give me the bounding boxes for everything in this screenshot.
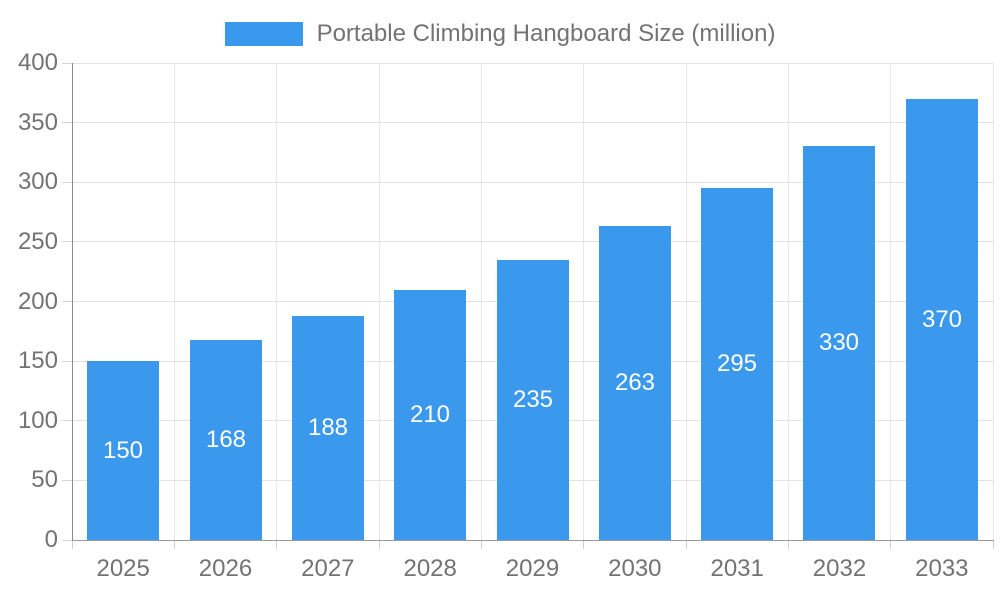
y-axis-tick xyxy=(62,360,72,362)
y-axis-tick xyxy=(62,420,72,422)
y-axis-tick xyxy=(62,122,72,124)
bar-value-label: 370 xyxy=(921,305,963,333)
grid-line-vertical xyxy=(276,63,278,540)
x-axis-tick xyxy=(276,541,278,549)
x-axis-tick-label: 2027 xyxy=(301,555,355,582)
y-axis-tick-label: 100 xyxy=(17,406,58,434)
y-axis-tick xyxy=(62,479,72,481)
bar[interactable]: 330 xyxy=(803,146,875,540)
y-axis-tick xyxy=(62,539,72,541)
x-axis-tick xyxy=(787,541,789,549)
bar-value-label: 295 xyxy=(716,350,758,377)
y-axis-tick-label: 400 xyxy=(17,49,58,76)
bar[interactable]: 235 xyxy=(497,260,569,540)
bar-value-label: 210 xyxy=(409,401,451,428)
x-axis-tick xyxy=(992,541,994,549)
plot-area: 150 168 188 210 235 263 295 330 370 xyxy=(72,62,994,540)
grid-line-horizontal xyxy=(72,122,993,124)
bar-value-label: 263 xyxy=(614,369,656,396)
bar[interactable]: 150 xyxy=(87,361,159,540)
bar-value-label: 330 xyxy=(818,329,860,356)
y-axis-tick-label: 50 xyxy=(31,466,58,494)
y-axis-tick xyxy=(62,301,72,302)
bar[interactable]: 188 xyxy=(292,316,364,540)
x-axis-tick xyxy=(890,541,892,549)
x-axis-tick-label: 2025 xyxy=(96,555,150,582)
bar[interactable]: 168 xyxy=(190,340,262,540)
grid-line-horizontal xyxy=(72,62,993,64)
legend-swatch xyxy=(224,22,303,46)
x-axis-line xyxy=(64,540,994,541)
y-axis-tick-label: 250 xyxy=(17,227,58,255)
y-axis-tick-label: 200 xyxy=(17,287,58,315)
x-axis-tick-label: 2030 xyxy=(608,555,662,582)
grid-line-vertical xyxy=(992,63,994,540)
legend-item[interactable]: Portable Climbing Hangboard Size (millio… xyxy=(0,18,1000,50)
grid-line-horizontal xyxy=(72,241,993,243)
y-axis-tick xyxy=(62,241,72,243)
grid-line-vertical xyxy=(583,63,585,540)
bar[interactable]: 295 xyxy=(701,188,773,540)
bar-value-label: 188 xyxy=(307,414,349,441)
x-axis-tick xyxy=(173,541,175,549)
bar[interactable]: 370 xyxy=(906,99,978,540)
grid-line-horizontal xyxy=(72,181,993,183)
grid-line-vertical xyxy=(378,63,380,540)
bar-value-label: 168 xyxy=(205,426,247,453)
x-axis-tick xyxy=(71,541,73,549)
bar[interactable]: 263 xyxy=(599,226,671,540)
x-axis-tick xyxy=(480,541,482,549)
x-axis-tick-label: 2033 xyxy=(915,555,969,582)
y-axis-tick-label: 150 xyxy=(17,347,58,375)
grid-line-vertical xyxy=(890,63,892,540)
y-axis-tick-label: 300 xyxy=(17,168,58,196)
y-axis-tick xyxy=(62,62,72,64)
x-axis-tick-label: 2031 xyxy=(710,555,764,582)
y-axis-tick-label: 350 xyxy=(17,108,58,136)
x-axis-tick-label: 2029 xyxy=(505,555,560,582)
x-axis-tick-label: 2028 xyxy=(403,555,457,582)
grid-line-vertical xyxy=(787,63,789,540)
x-axis-tick xyxy=(378,541,380,549)
bar[interactable]: 210 xyxy=(394,290,466,540)
y-axis-line xyxy=(72,63,73,540)
x-axis-tick-label: 2032 xyxy=(812,555,867,582)
x-axis-tick-label: 2026 xyxy=(198,555,253,582)
legend-label: Portable Climbing Hangboard Size (millio… xyxy=(316,20,776,47)
x-axis-tick xyxy=(583,541,585,549)
x-axis-tick xyxy=(685,541,687,549)
grid-line-vertical xyxy=(173,63,175,540)
grid-line-vertical xyxy=(480,63,482,540)
grid-line-vertical xyxy=(685,63,687,540)
y-axis-tick-label: 0 xyxy=(44,526,58,553)
y-axis-tick xyxy=(62,181,72,183)
bar-value-label: 235 xyxy=(512,386,554,413)
bar-value-label: 150 xyxy=(102,436,144,464)
